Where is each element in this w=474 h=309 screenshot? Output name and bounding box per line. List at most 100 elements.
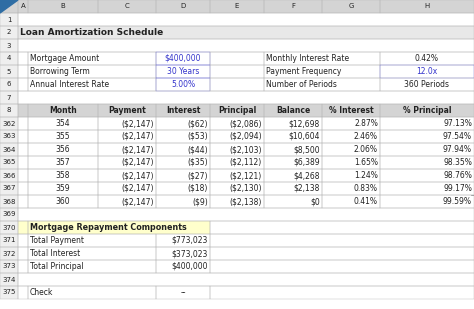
Bar [322,195,380,208]
Bar [156,156,210,169]
Bar [0,0,18,13]
Text: ($2,147): ($2,147) [121,197,154,206]
Bar [210,52,264,65]
Bar [0,78,18,91]
Bar [210,0,264,13]
Text: Annual Interest Rate: Annual Interest Rate [30,80,109,89]
Bar [156,52,210,65]
Bar [18,39,474,52]
Bar [380,0,474,13]
Bar [18,117,28,130]
Text: 7: 7 [7,95,11,100]
Text: ($2,147): ($2,147) [121,158,154,167]
Bar [322,0,380,13]
Bar [98,143,156,156]
Bar [0,130,18,143]
Bar [264,182,322,195]
Bar [0,221,18,234]
Bar [322,117,380,130]
Bar [18,169,28,182]
Text: Total Principal: Total Principal [30,262,83,271]
Text: 5.00%: 5.00% [171,80,195,89]
Text: 97.94%: 97.94% [443,145,472,154]
Text: $2,138: $2,138 [293,184,320,193]
Text: ($2,138): ($2,138) [229,197,262,206]
Bar [156,169,210,182]
Bar [0,39,18,52]
Bar [156,247,210,260]
Text: $400,000: $400,000 [172,262,208,271]
Text: ($2,121): ($2,121) [230,171,262,180]
Bar [380,52,474,65]
Bar [28,247,156,260]
Text: ($2,147): ($2,147) [121,119,154,128]
Text: Balance: Balance [276,106,310,115]
Bar [28,117,98,130]
Bar [210,78,264,91]
Bar [156,78,210,91]
Bar [98,156,156,169]
Bar [156,182,210,195]
Bar [28,156,98,169]
Bar [156,104,210,117]
Text: ($2,130): ($2,130) [229,184,262,193]
Bar [210,156,264,169]
Text: ($2,147): ($2,147) [121,184,154,193]
Bar [98,0,156,13]
Bar [0,208,18,221]
Bar [380,182,474,195]
Bar [380,182,474,195]
Bar [210,221,474,234]
Bar [18,91,474,104]
Text: E: E [235,3,239,10]
Bar [322,0,380,13]
Bar [98,169,156,182]
Bar [210,130,264,143]
Text: ($27): ($27) [188,171,208,180]
Text: 373: 373 [2,264,16,269]
Bar [18,39,474,52]
Text: 3: 3 [7,43,11,49]
Text: Payment Frequency: Payment Frequency [266,67,341,76]
Bar [18,195,28,208]
Bar [28,221,210,234]
Bar [322,182,380,195]
Bar [156,65,210,78]
Text: Check: Check [30,288,54,297]
Bar [210,260,474,273]
Text: 99.17%: 99.17% [443,184,472,193]
Bar [380,169,474,182]
Text: 1.65%: 1.65% [354,158,378,167]
Text: $400,000: $400,000 [165,54,201,63]
Bar [0,26,18,39]
Bar [380,156,474,169]
Text: 4: 4 [7,56,11,61]
Bar [210,117,264,130]
Bar [380,195,474,208]
Bar [322,143,380,156]
Bar [0,169,18,182]
Bar [28,65,156,78]
Bar [210,182,264,195]
Text: 0.83%: 0.83% [354,184,378,193]
Bar [264,104,322,117]
Bar [98,182,156,195]
Bar [18,13,474,26]
Text: Mortgage Repayment Components: Mortgage Repayment Components [30,223,187,232]
Bar [18,273,474,286]
Bar [210,195,264,208]
Text: ($62): ($62) [188,119,208,128]
Bar [156,0,210,13]
Bar [28,0,98,13]
Bar [28,169,98,182]
Bar [322,130,380,143]
Bar [210,104,264,117]
Bar [18,182,28,195]
Bar [28,104,98,117]
Text: $10,604: $10,604 [289,132,320,141]
Bar [0,52,18,65]
Bar [18,143,28,156]
Text: % Interest: % Interest [328,106,374,115]
Bar [28,182,98,195]
Bar [28,234,156,247]
